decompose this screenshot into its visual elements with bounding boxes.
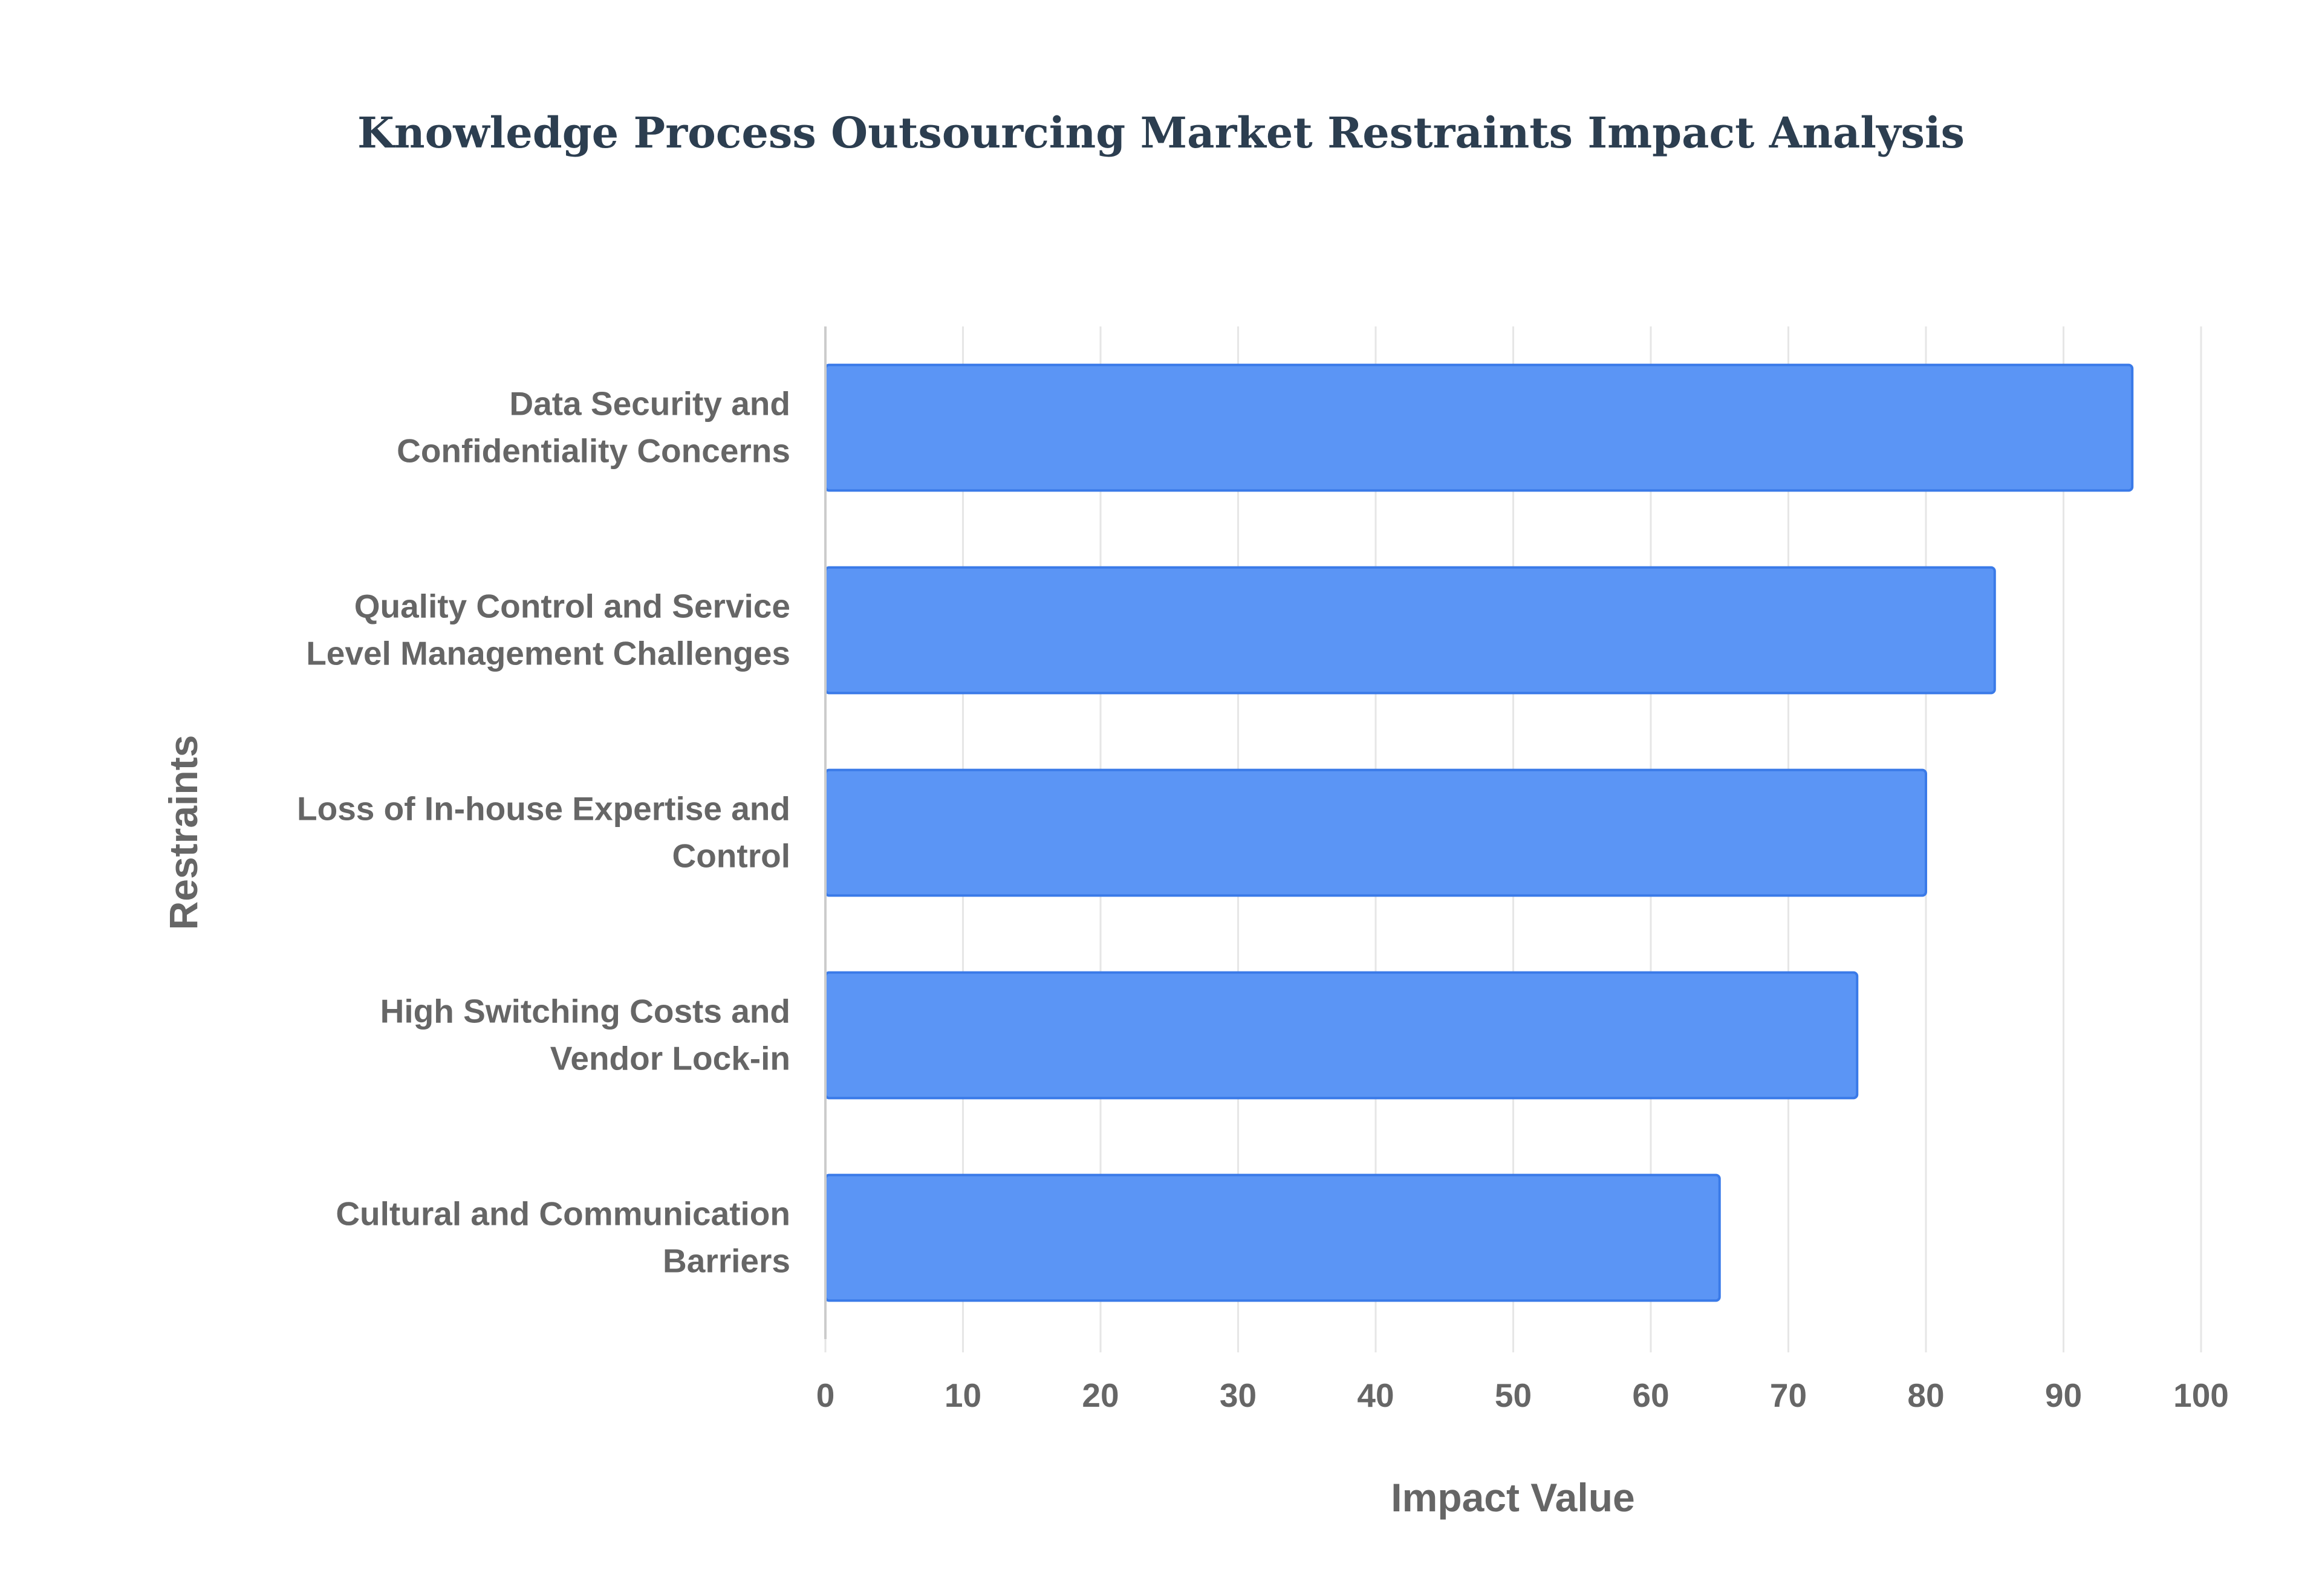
y-category-label-line: Level Management Challenges [306, 635, 790, 672]
y-category-label-line: Loss of In-house Expertise and [297, 790, 790, 828]
y-category-label-line: Vendor Lock-in [550, 1040, 790, 1077]
y-category-label: Quality Control and Service Level Managem… [306, 588, 790, 672]
chart-title: Knowledge Process Outsourcing Market Res… [357, 108, 1965, 158]
y-category-label: High Switching Costs and Vendor Lock-in [380, 993, 790, 1077]
axes [824, 326, 2202, 1352]
x-tick-label: 90 [2045, 1377, 2082, 1414]
x-tick-label: 100 [2173, 1377, 2229, 1414]
y-category-label-line: Quality Control and Service [354, 588, 790, 625]
y-category-labels: Data Security and Confidentiality Concern… [297, 385, 790, 1280]
y-category-label-line: Cultural and Communication [336, 1195, 790, 1233]
bar[interactable] [824, 566, 1996, 695]
y-category-label: Loss of In-house Expertise and Control [297, 790, 790, 875]
y-category-label: Cultural and Communication Barriers [336, 1195, 790, 1280]
y-category-label-line: Data Security and [509, 385, 790, 423]
x-tick-labels: 0 10 20 30 40 50 60 70 80 90 100 [816, 1377, 2229, 1414]
x-tick-label: 40 [1357, 1377, 1394, 1414]
x-tick-label: 20 [1082, 1377, 1119, 1414]
bar[interactable] [824, 768, 1927, 897]
y-category-label: Data Security and Confidentiality Concern… [397, 385, 790, 470]
x-tick-label: 10 [945, 1377, 981, 1414]
x-tick-label: 30 [1220, 1377, 1257, 1414]
y-category-label-line: Barriers [663, 1242, 790, 1280]
y-category-label-line: Control [672, 837, 790, 875]
bar[interactable] [824, 971, 1859, 1100]
x-tick-label: 60 [1632, 1377, 1669, 1414]
x-tick-label: 50 [1495, 1377, 1532, 1414]
x-tick-label: 70 [1770, 1377, 1807, 1414]
x-axis-title: Impact Value [1391, 1475, 1635, 1520]
y-axis-title: Restraints [161, 735, 206, 930]
bars [824, 363, 2134, 1302]
y-category-label-line: High Switching Costs and [380, 993, 790, 1030]
bar[interactable] [824, 1173, 1721, 1302]
y-category-label-line: Confidentiality Concerns [397, 432, 790, 470]
x-tick-label: 80 [1907, 1377, 1944, 1414]
bar[interactable] [824, 363, 2134, 492]
x-tick-label: 0 [816, 1377, 835, 1414]
